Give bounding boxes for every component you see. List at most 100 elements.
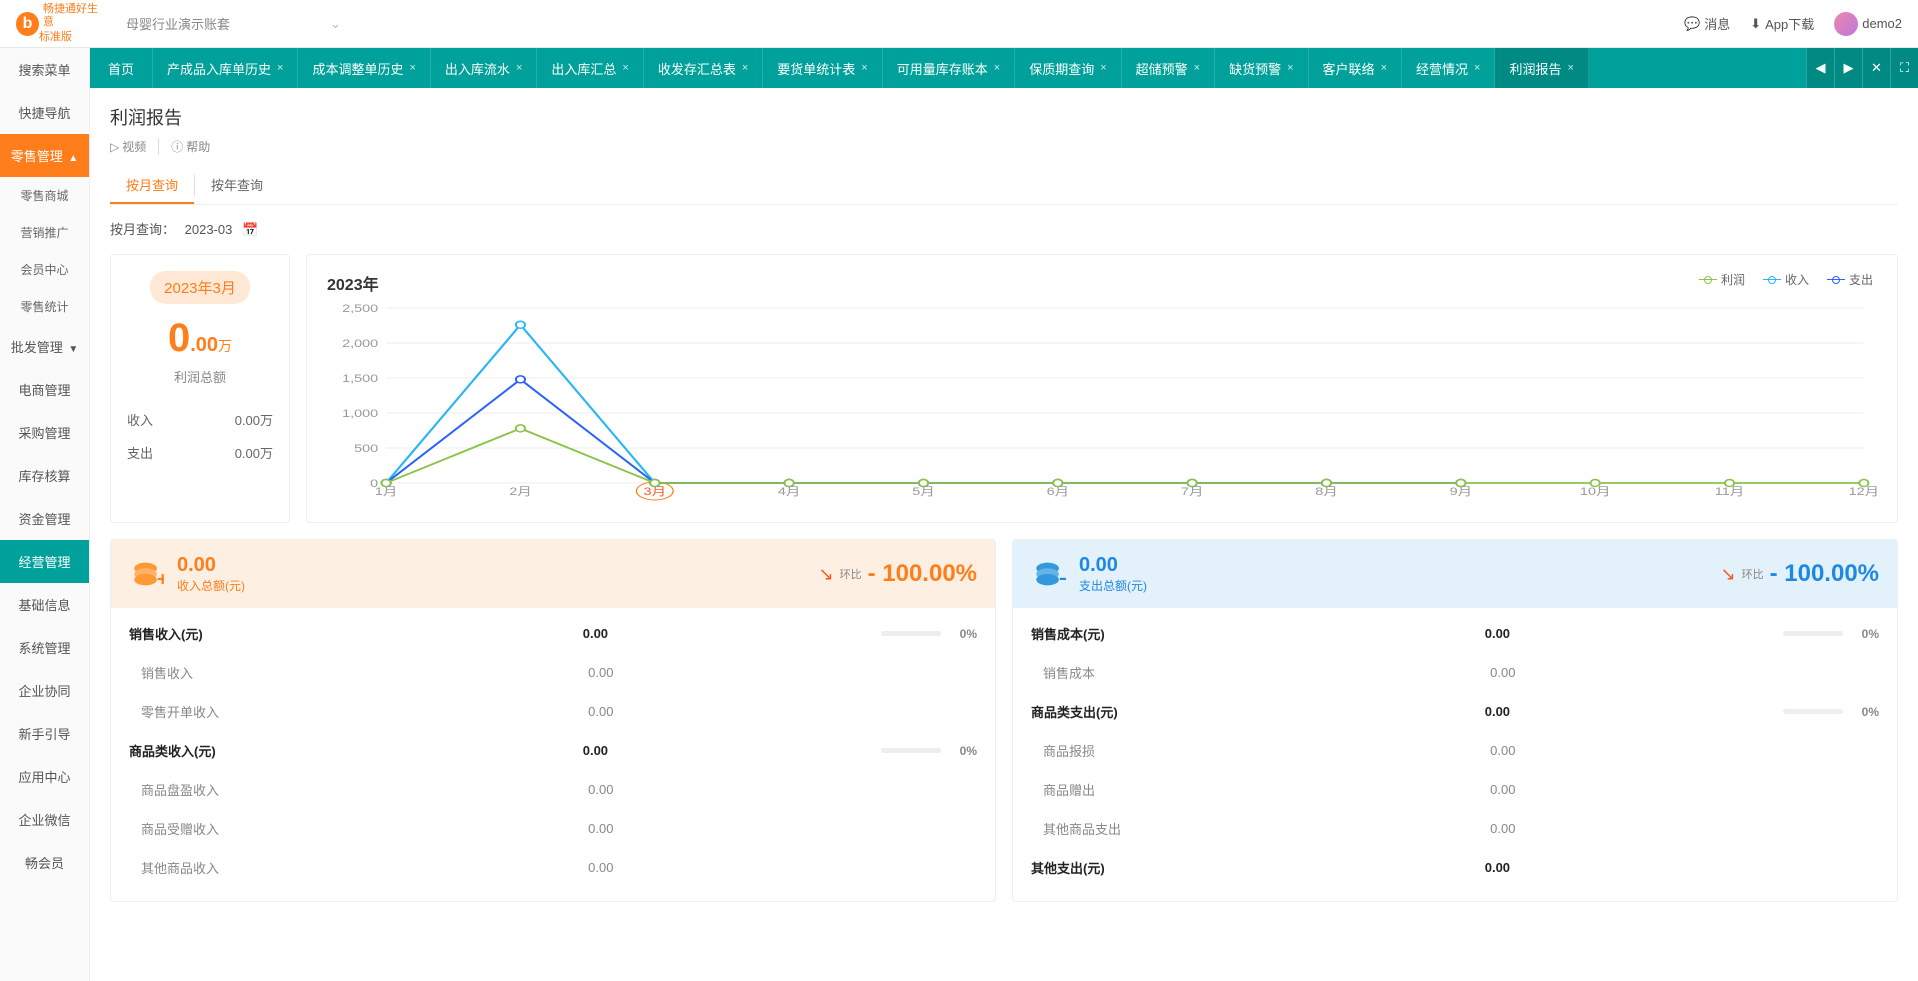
sidebar-retail-label: 零售管理 (11, 149, 63, 164)
close-icon[interactable]: × (1287, 62, 1293, 74)
stat-row-pct: 0% (1851, 627, 1879, 641)
tab-item[interactable]: 成本调整单历史× (298, 48, 430, 88)
avatar (1834, 12, 1858, 36)
sidebar-guide[interactable]: 新手引导 (0, 712, 89, 755)
legend-expense[interactable]: 支出 (1827, 271, 1873, 288)
stat-row-pct: 0% (1851, 705, 1879, 719)
svg-text:2,000: 2,000 (342, 337, 378, 350)
sidebar-member[interactable]: 畅会员 (0, 841, 89, 884)
close-icon[interactable]: × (277, 62, 283, 74)
legend-income[interactable]: 收入 (1763, 271, 1809, 288)
tab-item[interactable]: 客户联络× (1309, 48, 1402, 88)
sidebar-wholesale[interactable]: 批发管理 ▼ (0, 325, 89, 368)
tab-item[interactable]: 可用量库存账本 × (883, 48, 1015, 88)
sidebar-basic-info[interactable]: 基础信息 (0, 583, 89, 626)
logo[interactable]: b 畅捷通好生意 标准版 (16, 3, 106, 43)
stat-row-name: 零售开单收入 (141, 702, 517, 721)
stat-row-name: 其他支出(元) (1031, 858, 1413, 877)
stat-row-value: 0.00 (511, 743, 681, 758)
sidebar-retail-stats[interactable]: 零售统计 (0, 288, 89, 325)
stat-row-value: 0.00 (1419, 665, 1586, 680)
top-header: b 畅捷通好生意 标准版 母婴行业演示账套 ⌄ 💬 消息 ⬇ App下载 dem… (0, 0, 1918, 48)
query-date[interactable]: 2023-03 (185, 222, 233, 237)
tab-item[interactable]: 超储预警× (1122, 48, 1215, 88)
stat-row-name: 其他商品支出 (1043, 819, 1419, 838)
sidebar-retail-marketing[interactable]: 营销推广 (0, 214, 89, 251)
tab-label: 出入库流水 (445, 59, 510, 78)
close-icon[interactable]: × (1194, 62, 1200, 74)
close-icon[interactable]: × (1474, 62, 1480, 74)
tab-item[interactable]: 收发存汇总表× (644, 48, 763, 88)
tab-item[interactable]: 缺货预警× (1215, 48, 1308, 88)
messages-button[interactable]: 💬 消息 (1684, 14, 1730, 33)
tab-item[interactable]: 保质期查询× (1015, 48, 1121, 88)
stat-row-name: 商品受赠收入 (141, 819, 517, 838)
sidebar-retail-mall[interactable]: 零售商城 (0, 177, 89, 214)
sidebar-ecommerce[interactable]: 电商管理 (0, 368, 89, 411)
stat-row: 销售收入0.00 (129, 653, 977, 692)
sidebar-retail[interactable]: 零售管理 ▲ (0, 134, 89, 177)
stat-row: 其他支出(元)0.00 (1031, 848, 1879, 887)
help-link[interactable]: ⓘ帮助 (171, 138, 210, 155)
profit-chart-card: 2023年 利润 收入 支出 05001,0001,5002,0002,5001… (306, 254, 1898, 523)
tab-label: 可用量库存账本 (897, 59, 988, 78)
tab-item[interactable]: 经营情况× (1402, 48, 1495, 88)
logo-brand: 畅捷通好生意 (43, 3, 106, 27)
sidebar-wechat[interactable]: 企业微信 (0, 798, 89, 841)
svg-text:1,000: 1,000 (342, 407, 378, 420)
stat-row-name: 商品赠出 (1043, 780, 1419, 799)
tab-scroll-right[interactable]: ▶ (1834, 48, 1862, 88)
query-row: 按月查询： 2023-03 📅 (110, 219, 1898, 238)
sidebar-quick-nav[interactable]: 快捷导航 (0, 91, 89, 134)
subtab-by-year[interactable]: 按年查询 (195, 167, 279, 204)
sidebar-retail-member[interactable]: 会员中心 (0, 251, 89, 288)
expense-amount: 0.00 (1079, 554, 1147, 577)
close-icon[interactable]: × (1567, 62, 1573, 74)
sidebar-purchase[interactable]: 采购管理 (0, 411, 89, 454)
close-icon[interactable]: × (861, 62, 867, 74)
tab-fullscreen[interactable]: ⛶ (1890, 48, 1918, 88)
tab-item[interactable]: 要货单统计表× (763, 48, 882, 88)
tab-scroll-left[interactable]: ◀ (1806, 48, 1834, 88)
sidebar-funds[interactable]: 资金管理 (0, 497, 89, 540)
tab-close-all[interactable]: ✕ (1862, 48, 1890, 88)
tab-item[interactable]: 出入库流水 × (431, 48, 537, 88)
close-icon[interactable]: × (516, 62, 522, 74)
sidebar-appcenter[interactable]: 应用中心 (0, 755, 89, 798)
user-menu[interactable]: demo2 (1834, 12, 1902, 36)
sidebar-operations[interactable]: 经营管理 (0, 540, 89, 583)
income-pct: - 100.00% (868, 560, 977, 588)
page-title: 利润报告 (110, 104, 1898, 130)
legend-profit[interactable]: 利润 (1699, 271, 1745, 288)
play-icon: ▷ (110, 140, 119, 154)
progress-bar (1783, 709, 1843, 714)
summary-period-badge: 2023年3月 (150, 271, 250, 304)
expense-value: 0.00万 (235, 443, 273, 462)
sidebar-inventory[interactable]: 库存核算 (0, 454, 89, 497)
close-icon[interactable]: × (742, 62, 748, 74)
chart-legend: 利润 收入 支出 (1699, 271, 1873, 288)
progress-bar (881, 631, 941, 636)
close-icon[interactable]: × (1100, 62, 1106, 74)
profit-total-value: 0.00万 (127, 316, 273, 361)
account-selector[interactable]: 母婴行业演示账套 ⌄ (126, 14, 341, 33)
tab-item[interactable]: 出入库汇总× (537, 48, 643, 88)
subtab-by-month[interactable]: 按月查询 (110, 167, 194, 204)
close-icon[interactable]: × (1381, 62, 1387, 74)
tab-item[interactable]: 产成品入库单历史× (153, 48, 298, 88)
video-link[interactable]: ▷视频 (110, 138, 146, 155)
sidebar-collab[interactable]: 企业协同 (0, 669, 89, 712)
tab-item[interactable]: 利润报告× (1495, 48, 1588, 88)
stat-row-value: 0.00 (517, 821, 684, 836)
sidebar-search[interactable]: 搜索菜单 (0, 48, 89, 91)
logo-icon: b (16, 12, 39, 36)
sidebar-system[interactable]: 系统管理 (0, 626, 89, 669)
income-value: 0.00万 (235, 410, 273, 429)
close-icon[interactable]: × (622, 62, 628, 74)
app-download-button[interactable]: ⬇ App下载 (1750, 14, 1814, 33)
stat-row-name: 销售收入 (141, 663, 517, 682)
tab-home[interactable]: 首页 (90, 48, 153, 88)
calendar-icon[interactable]: 📅 (242, 222, 258, 237)
close-icon[interactable]: × (409, 62, 415, 74)
close-icon[interactable]: × (994, 62, 1000, 74)
